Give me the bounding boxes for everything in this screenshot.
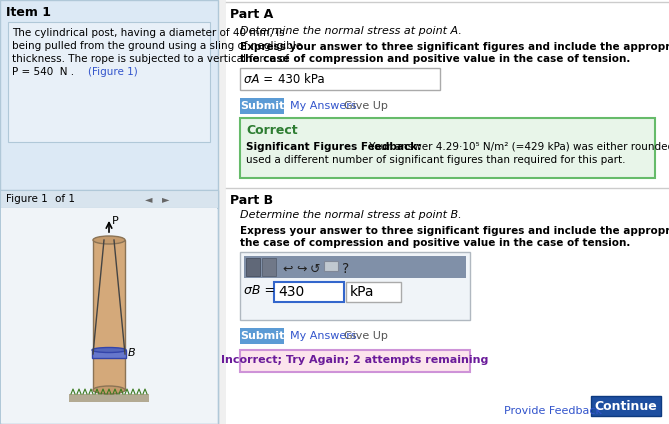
Bar (240, 68, 440, 90)
Bar (240, 350, 470, 372)
Text: P: P (112, 216, 119, 226)
Bar (1, 208, 217, 423)
Text: Determine the normal stress at point A.: Determine the normal stress at point A. (240, 26, 462, 36)
Bar (346, 282, 401, 302)
Bar (240, 118, 655, 178)
Text: Give Up: Give Up (344, 101, 388, 111)
Text: ↪: ↪ (296, 262, 306, 276)
Text: Figure 1: Figure 1 (6, 194, 47, 204)
Text: Continue: Continue (595, 400, 658, 413)
Text: My Answers: My Answers (290, 101, 357, 111)
Bar (246, 258, 260, 276)
Text: 430 kPa: 430 kPa (278, 73, 324, 86)
Ellipse shape (93, 386, 125, 394)
Bar (240, 328, 284, 344)
Text: 430: 430 (278, 285, 304, 299)
Text: the case of compression and positive value in the case of tension.: the case of compression and positive val… (240, 54, 630, 64)
Text: The cylindrical post, having a diameter of 40 mm, is: The cylindrical post, having a diameter … (12, 28, 284, 38)
Ellipse shape (92, 348, 126, 352)
Text: kPa: kPa (350, 285, 375, 299)
Text: thickness. The rope is subjected to a vertical force of: thickness. The rope is subjected to a ve… (12, 54, 289, 64)
Text: Your answer 4.29·10⁵ N/m² (=429 kPa) was either rounded differently or: Your answer 4.29·10⁵ N/m² (=429 kPa) was… (367, 142, 669, 152)
Bar (92, 350, 126, 358)
Text: Part B: Part B (230, 194, 273, 207)
Text: Express your answer to three significant figures and include the appropriate uni: Express your answer to three significant… (240, 226, 669, 236)
Bar (69, 394, 149, 402)
Bar (93, 240, 125, 390)
Bar (244, 256, 466, 278)
Text: Provide Feedback: Provide Feedback (504, 406, 602, 416)
Bar (274, 282, 344, 302)
Text: ►: ► (162, 194, 169, 204)
Text: Item 1: Item 1 (6, 6, 51, 19)
Text: Submit: Submit (240, 101, 284, 111)
Text: ↩: ↩ (282, 262, 292, 276)
Bar (240, 98, 284, 114)
Bar (226, 0, 669, 424)
Text: σB =: σB = (244, 284, 275, 297)
Bar (262, 258, 276, 276)
Text: (Figure 1): (Figure 1) (88, 67, 138, 77)
Text: ◄: ◄ (145, 194, 153, 204)
Text: Give Up: Give Up (344, 331, 388, 341)
Text: the case of compression and positive value in the case of tension.: the case of compression and positive val… (240, 238, 630, 248)
Text: Submit: Submit (240, 331, 284, 341)
Text: My Answers: My Answers (290, 331, 357, 341)
Text: B: B (128, 348, 136, 358)
Text: used a different number of significant figures than required for this part.: used a different number of significant f… (246, 155, 626, 165)
Bar (0, 190, 218, 208)
Bar (591, 396, 661, 416)
Text: ↺: ↺ (310, 262, 320, 276)
Text: being pulled from the ground using a sling of negligible: being pulled from the ground using a sli… (12, 41, 302, 51)
Text: Correct: Correct (246, 124, 298, 137)
Bar (8, 22, 210, 142)
Bar (0, 0, 218, 424)
Text: of 1: of 1 (55, 194, 75, 204)
Text: ?: ? (342, 262, 349, 276)
Ellipse shape (93, 236, 125, 244)
Text: P = 540  N .: P = 540 N . (12, 67, 78, 77)
Bar (240, 252, 470, 320)
Bar (324, 261, 338, 271)
Text: Part A: Part A (230, 8, 273, 21)
Text: Express your answer to three significant figures and include the appropriate uni: Express your answer to three significant… (240, 42, 669, 52)
Text: Incorrect; Try Again; 2 attempts remaining: Incorrect; Try Again; 2 attempts remaini… (221, 355, 488, 365)
Text: Significant Figures Feedback:: Significant Figures Feedback: (246, 142, 421, 152)
Text: Determine the normal stress at point B.: Determine the normal stress at point B. (240, 210, 462, 220)
Text: σA =: σA = (244, 73, 273, 86)
Bar (0, 190, 218, 424)
